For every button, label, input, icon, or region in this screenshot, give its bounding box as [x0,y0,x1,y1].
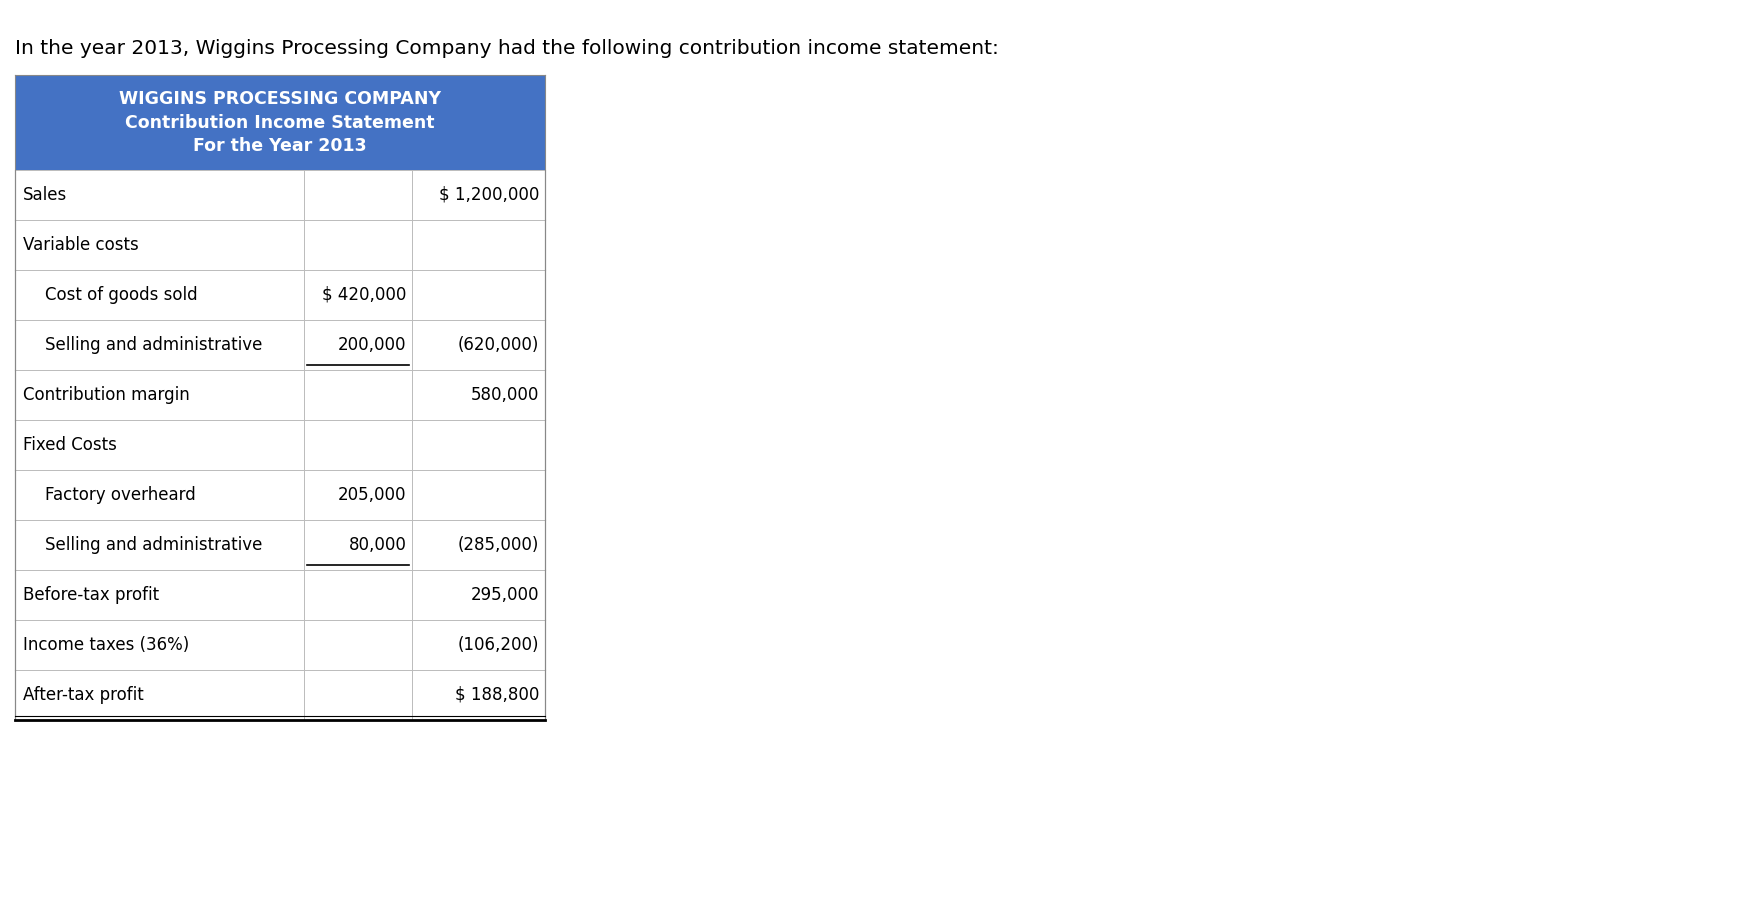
Text: Before-tax profit: Before-tax profit [23,586,159,604]
Bar [16,270,546,320]
Text: WIGGINS PROCESSING COMPANY: WIGGINS PROCESSING COMPANY [119,90,441,108]
Text: Sales: Sales [23,186,68,204]
Text: (285,000): (285,000) [458,536,539,554]
Text: Contribution margin: Contribution margin [23,386,190,404]
Text: Income taxes (36%): Income taxes (36%) [23,636,190,654]
Text: (620,000): (620,000) [458,336,539,354]
Text: 200,000: 200,000 [338,336,406,354]
Text: 580,000: 580,000 [471,386,539,404]
Bar [16,620,546,670]
Text: Fixed Costs: Fixed Costs [23,436,117,454]
Text: Contribution Income Statement: Contribution Income Statement [125,113,434,132]
Text: Selling and administrative: Selling and administrative [45,536,263,554]
Text: Cost of goods sold: Cost of goods sold [45,286,197,304]
Bar [16,320,546,370]
Text: 295,000: 295,000 [471,586,539,604]
Bar [16,520,546,570]
Text: Factory overheard: Factory overheard [45,486,195,504]
Text: 205,000: 205,000 [338,486,406,504]
Text: $ 1,200,000: $ 1,200,000 [439,186,539,204]
Bar [16,470,546,520]
Text: $ 420,000: $ 420,000 [322,286,406,304]
Text: For the Year 2013: For the Year 2013 [193,137,366,155]
Bar [16,370,546,420]
Bar [16,75,546,170]
Bar [16,420,546,470]
Text: After-tax profit: After-tax profit [23,686,143,704]
Text: Variable costs: Variable costs [23,236,139,254]
Text: (106,200): (106,200) [457,636,539,654]
Text: Selling and administrative: Selling and administrative [45,336,263,354]
Bar [16,670,546,720]
Text: In the year 2013, Wiggins Processing Company had the following contribution inco: In the year 2013, Wiggins Processing Com… [16,38,999,57]
Bar [16,170,546,220]
Bar [16,570,546,620]
Bar [16,220,546,270]
Text: $ 188,800: $ 188,800 [455,686,539,704]
Text: 80,000: 80,000 [349,536,406,554]
